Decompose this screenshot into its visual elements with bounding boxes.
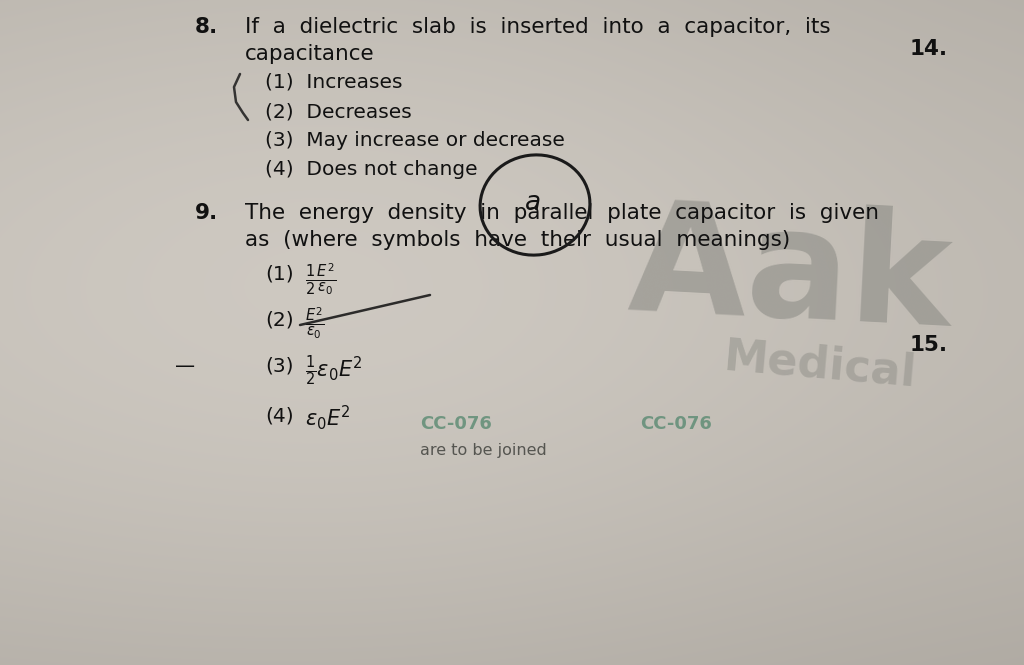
Text: (4): (4)	[265, 407, 294, 426]
Text: a: a	[525, 190, 541, 216]
Text: Aak: Aak	[625, 192, 955, 358]
Text: CC-076: CC-076	[640, 415, 712, 433]
Text: 15.: 15.	[910, 335, 948, 355]
Text: 9.: 9.	[195, 203, 218, 223]
Text: $\frac{1}{2}\varepsilon_0 E^2$: $\frac{1}{2}\varepsilon_0 E^2$	[305, 353, 362, 388]
Text: (3)  May increase or decrease: (3) May increase or decrease	[265, 131, 565, 150]
Text: Medical: Medical	[722, 335, 919, 395]
Text: 14.: 14.	[910, 39, 948, 59]
Text: If  a  dielectric  slab  is  inserted  into  a  capacitor,  its: If a dielectric slab is inserted into a …	[245, 17, 830, 37]
Text: (2)  Decreases: (2) Decreases	[265, 102, 412, 121]
Text: $\varepsilon_0 E^2$: $\varepsilon_0 E^2$	[305, 403, 351, 432]
Text: (1): (1)	[265, 265, 294, 284]
Text: (2): (2)	[265, 310, 294, 329]
Text: $\frac{E^2}{\varepsilon_0}$: $\frac{E^2}{\varepsilon_0}$	[305, 306, 325, 341]
Text: (4)  Does not change: (4) Does not change	[265, 160, 477, 179]
Text: (3): (3)	[265, 357, 294, 376]
Text: 8.: 8.	[195, 17, 218, 37]
Text: as  (where  symbols  have  their  usual  meanings): as (where symbols have their usual meani…	[245, 230, 791, 250]
Text: CC-076: CC-076	[420, 415, 492, 433]
Text: $\frac{1}{2}\frac{E^2}{\varepsilon_0}$: $\frac{1}{2}\frac{E^2}{\varepsilon_0}$	[305, 261, 336, 297]
Text: (1)  Increases: (1) Increases	[265, 73, 402, 92]
Text: —: —	[175, 357, 196, 376]
Text: capacitance: capacitance	[245, 44, 375, 64]
Text: The  energy  density  in  parallel  plate  capacitor  is  given: The energy density in parallel plate cap…	[245, 203, 879, 223]
Text: are to be joined: are to be joined	[420, 443, 547, 458]
